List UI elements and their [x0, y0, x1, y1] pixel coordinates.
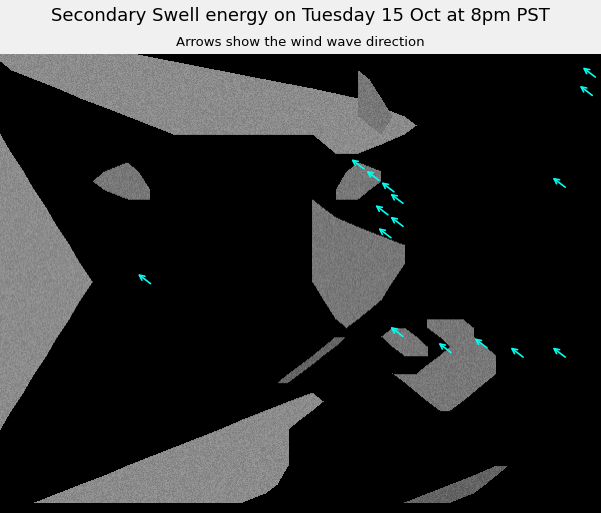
Text: Arrows show the wind wave direction: Arrows show the wind wave direction: [176, 35, 425, 49]
Text: Secondary Swell energy on Tuesday 15 Oct at 8pm PST: Secondary Swell energy on Tuesday 15 Oct…: [51, 7, 550, 25]
